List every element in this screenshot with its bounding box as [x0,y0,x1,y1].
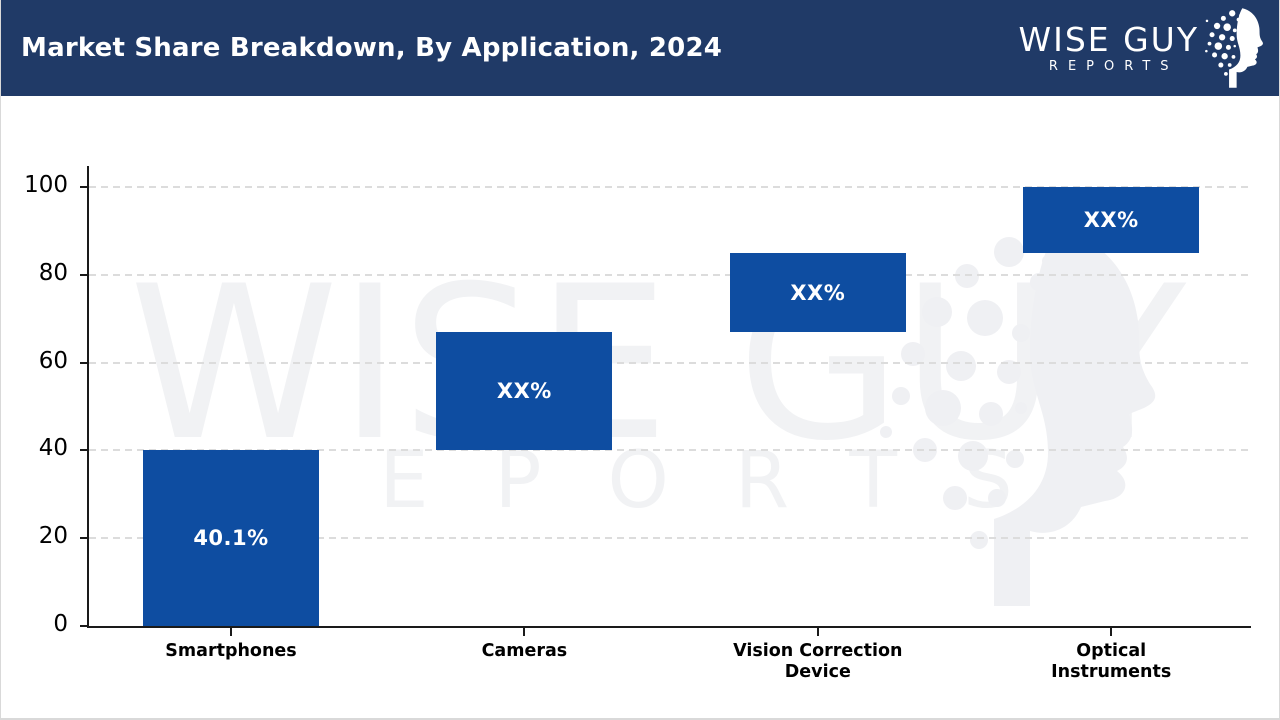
y-axis-tick [80,449,88,452]
bar-vision-correction-device: XX% [729,253,906,333]
y-axis-tick-label: 60 [38,347,68,374]
gridline-y60 [89,361,1251,364]
y-axis-tick-label: 20 [38,523,68,550]
y-axis-tick [80,537,88,540]
wise-guy-reports-logo: WISE GUY REPORTS [1018,7,1280,89]
logo-wordmark: WISE GUY [1018,20,1199,59]
logo-text: WISE GUY REPORTS [1018,23,1199,73]
y-axis-tick-label: 0 [53,611,68,637]
y-axis-tick [80,625,88,627]
page-title: Market Share Breakdown, By Application, … [21,33,723,63]
watermark-subtitle: REPORTS [259,436,1079,526]
gridline-y80 [89,273,1251,276]
bar-value-label: 40.1% [193,525,269,550]
x-axis-category-label: Vision Correction Device [733,641,903,682]
gridline-y40 [89,449,1251,452]
bar-cameras: XX% [436,332,613,450]
x-axis-category-label: Smartphones [165,641,297,661]
y-axis-tick [80,361,88,364]
bar-value-label: XX% [1083,208,1139,233]
x-axis-tick [816,628,819,636]
gridline-y100 [89,186,1251,188]
x-axis-tick [523,628,526,636]
x-axis-tick [1110,628,1113,636]
y-axis-tick-label: 80 [38,259,68,286]
gridline-y20 [89,537,1251,540]
y-axis-tick-label: 100 [24,172,68,198]
x-axis-line [87,626,1251,628]
bar-smartphones: 40.1% [143,449,319,626]
bar-optical-instruments: XX% [1023,187,1200,254]
y-axis-tick [80,186,88,188]
bar-value-label: XX% [496,379,552,404]
x-axis-category-label: Optical Instruments [1051,641,1172,682]
y-axis-tick-label: 40 [38,435,68,462]
bar-value-label: XX% [790,280,846,305]
y-axis-tick [80,273,88,276]
header-bar: Market Share Breakdown, By Application, … [1,0,1280,96]
y-axis-line [87,166,89,628]
logo-subtitle: REPORTS [1048,59,1179,74]
x-axis-category-label: Cameras [481,641,568,661]
x-axis-tick [230,628,232,636]
